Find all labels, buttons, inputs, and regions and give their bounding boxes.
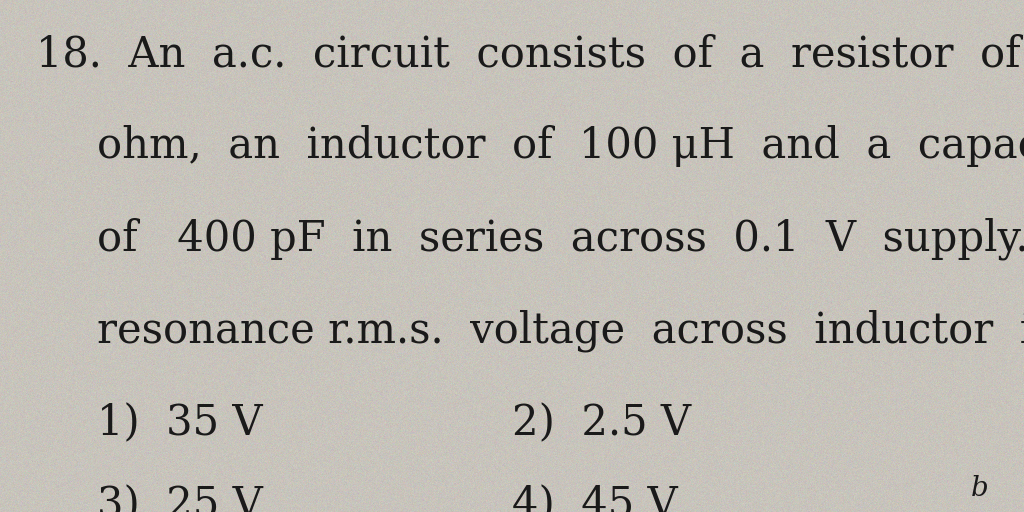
Text: ohm,  an  inductor  of  100 μH  and  a  capacitor: ohm, an inductor of 100 μH and a capacit… bbox=[97, 125, 1024, 167]
Text: of   400 pF  in  series  across  0.1  V  supply.  At: of 400 pF in series across 0.1 V supply.… bbox=[97, 218, 1024, 260]
Text: b: b bbox=[971, 475, 988, 502]
Text: 1)  35 V: 1) 35 V bbox=[97, 402, 263, 444]
Text: 3)  25 V: 3) 25 V bbox=[97, 484, 263, 512]
Text: 2)  2.5 V: 2) 2.5 V bbox=[512, 402, 691, 444]
Text: resonance r.m.s.  voltage  across  inductor  is:: resonance r.m.s. voltage across inductor… bbox=[97, 310, 1024, 352]
Text: 4)  45 V: 4) 45 V bbox=[512, 484, 678, 512]
Text: 18.  An  a.c.  circuit  consists  of  a  resistor  of  2: 18. An a.c. circuit consists of a resist… bbox=[36, 33, 1024, 75]
